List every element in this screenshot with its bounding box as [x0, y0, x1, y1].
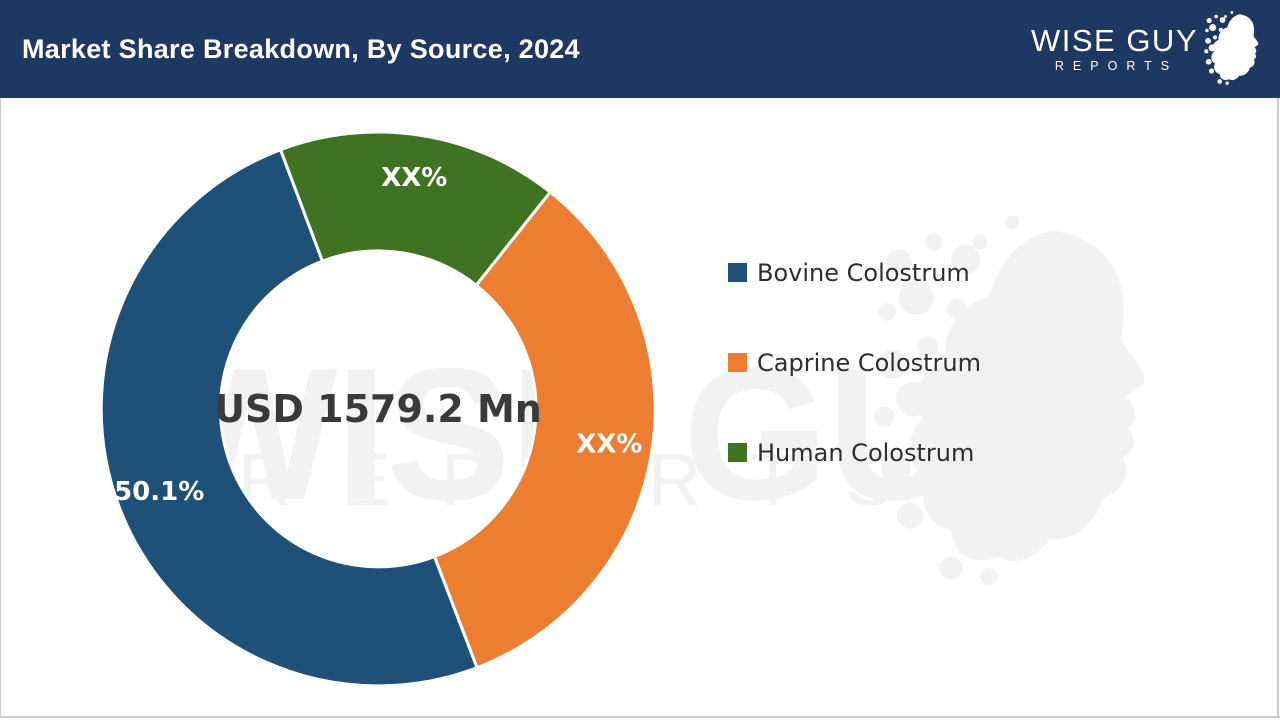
legend-swatch-bovine-colostrum	[728, 263, 747, 282]
legend-label-human-colostrum: Human Colostrum	[757, 438, 975, 467]
card-border-right	[1277, 98, 1279, 717]
slice-value-label-0: 50.1%	[114, 477, 204, 507]
legend-item-bovine-colostrum: Bovine Colostrum	[728, 258, 981, 287]
donut-chart: 50.1% XX% XX% USD 1579.2 Mn	[99, 130, 657, 688]
legend-swatch-caprine-colostrum	[728, 353, 747, 372]
slice-value-label-2: XX%	[381, 163, 447, 193]
donut-slice-bovine-colostrum	[99, 148, 479, 688]
card-border-left	[0, 98, 1, 717]
logo-text: WISE GUY REPORTS	[1031, 25, 1198, 73]
legend-label-bovine-colostrum: Bovine Colostrum	[757, 258, 970, 287]
logo-subtext: REPORTS	[1054, 58, 1179, 73]
donut-slice-caprine-colostrum	[433, 190, 657, 670]
card-border-bottom	[0, 716, 1280, 718]
donut-center-value: USD 1579.2 Mn	[214, 387, 542, 431]
chart-area: WISE GUY REPORTS 50.1%XX%XX%USD 1579.2 M…	[0, 98, 1280, 720]
page-title: Market Share Breakdown, By Source, 2024	[22, 33, 580, 64]
legend-label-caprine-colostrum: Caprine Colostrum	[757, 348, 982, 377]
donut-slice-human-colostrum	[279, 130, 552, 287]
legend-swatch-human-colostrum	[728, 443, 747, 462]
logo-face-icon	[1204, 11, 1259, 85]
header: Market Share Breakdown, By Source, 2024 …	[0, 0, 1280, 98]
logo-wordmark: WISE GUY	[1030, 23, 1198, 59]
legend: Bovine Colostrum Caprine Colostrum Human…	[728, 258, 981, 528]
legend-item-human-colostrum: Human Colostrum	[728, 438, 981, 467]
wiseguy-logo: WISE GUY REPORTS	[1031, 11, 1262, 87]
legend-item-caprine-colostrum: Caprine Colostrum	[728, 348, 981, 377]
slice-value-label-1: XX%	[576, 430, 642, 460]
